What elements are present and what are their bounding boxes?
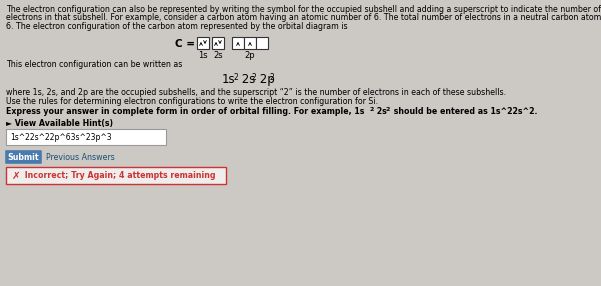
Text: 2s: 2s	[238, 73, 255, 86]
Text: The electron configuration can also be represented by writing the symbol for the: The electron configuration can also be r…	[6, 5, 601, 14]
Text: ► View Available Hint(s): ► View Available Hint(s)	[6, 119, 113, 128]
Text: 2p: 2p	[245, 51, 255, 60]
Bar	[212, 37, 224, 49]
Bar	[197, 37, 209, 49]
Text: where 1s, 2s, and 2p are the occupied subshells, and the superscript “2” is the : where 1s, 2s, and 2p are the occupied su…	[6, 88, 506, 97]
Text: 1s^22s^22p^63s^23p^3: 1s^22s^22p^63s^23p^3	[10, 132, 112, 142]
Bar	[244, 37, 256, 49]
Text: Previous Answers: Previous Answers	[46, 152, 115, 162]
Text: Incorrect; Try Again; 4 attempts remaining: Incorrect; Try Again; 4 attempts remaini…	[22, 171, 216, 180]
FancyBboxPatch shape	[6, 167, 226, 184]
Text: should be entered as 1s^22s^2.: should be entered as 1s^22s^2.	[391, 107, 537, 116]
Text: 1s: 1s	[198, 51, 208, 60]
Text: Express your answer in complete form in order of orbital filling. For example, 1: Express your answer in complete form in …	[6, 107, 364, 116]
Text: 2: 2	[386, 107, 391, 112]
Bar	[256, 37, 268, 49]
Bar	[232, 37, 244, 49]
Text: 2s: 2s	[213, 51, 223, 60]
Text: 2: 2	[369, 107, 373, 112]
Text: 1s: 1s	[222, 73, 236, 86]
Text: This electron configuration can be written as: This electron configuration can be writt…	[6, 60, 182, 69]
Text: 2s: 2s	[374, 107, 387, 116]
Text: 6. The electron configuration of the carbon atom represented by the orbital diag: 6. The electron configuration of the car…	[6, 22, 347, 31]
Text: ✗: ✗	[12, 170, 21, 180]
FancyBboxPatch shape	[6, 129, 166, 145]
Text: C =: C =	[175, 39, 195, 49]
Text: Submit: Submit	[8, 152, 39, 162]
Text: 2: 2	[252, 73, 257, 82]
Text: Use the rules for determining electron configurations to write the electron conf: Use the rules for determining electron c…	[6, 97, 378, 106]
Text: 2: 2	[270, 73, 275, 82]
Text: 2: 2	[234, 73, 239, 82]
Text: electrons in that subshell. For example, consider a carbon atom having an atomic: electrons in that subshell. For example,…	[6, 13, 601, 23]
FancyBboxPatch shape	[5, 150, 42, 164]
Text: 2p: 2p	[256, 73, 275, 86]
